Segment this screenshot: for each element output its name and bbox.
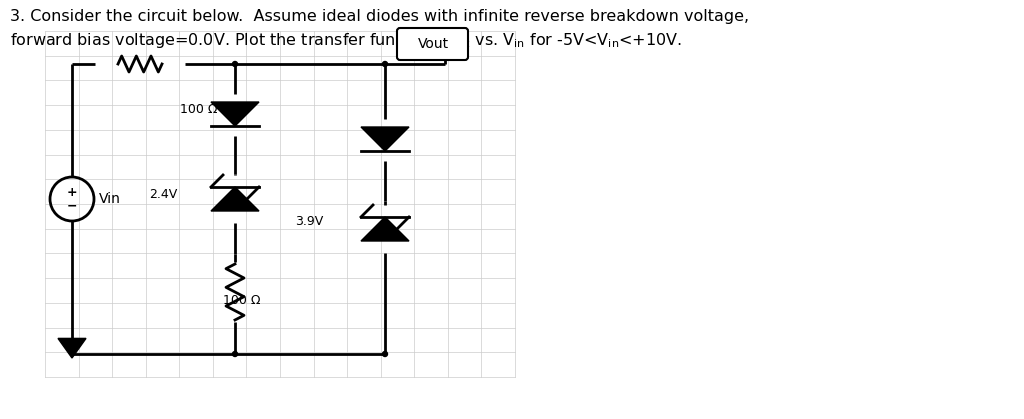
- Text: −: −: [67, 199, 77, 212]
- Polygon shape: [361, 217, 409, 241]
- Text: Vin: Vin: [99, 192, 121, 206]
- Circle shape: [232, 352, 238, 357]
- Circle shape: [232, 62, 238, 67]
- Text: 3.9V: 3.9V: [295, 215, 323, 228]
- Text: 100 Ω: 100 Ω: [180, 103, 217, 116]
- Polygon shape: [361, 127, 409, 151]
- FancyBboxPatch shape: [397, 28, 468, 60]
- Circle shape: [383, 62, 387, 67]
- Polygon shape: [211, 102, 259, 126]
- Circle shape: [383, 352, 387, 357]
- Polygon shape: [58, 339, 86, 358]
- Text: 100 Ω: 100 Ω: [223, 293, 260, 307]
- Text: +: +: [67, 186, 78, 199]
- Text: Vout: Vout: [418, 37, 449, 51]
- Text: 2.4V: 2.4V: [148, 187, 177, 201]
- Text: 3. Consider the circuit below.  Assume ideal diodes with infinite reverse breakd: 3. Consider the circuit below. Assume id…: [10, 9, 750, 24]
- Text: forward bias voltage=0.0V. Plot the transfer function V$_\mathregular{out}$ vs. : forward bias voltage=0.0V. Plot the tran…: [10, 31, 682, 50]
- Polygon shape: [211, 187, 259, 211]
